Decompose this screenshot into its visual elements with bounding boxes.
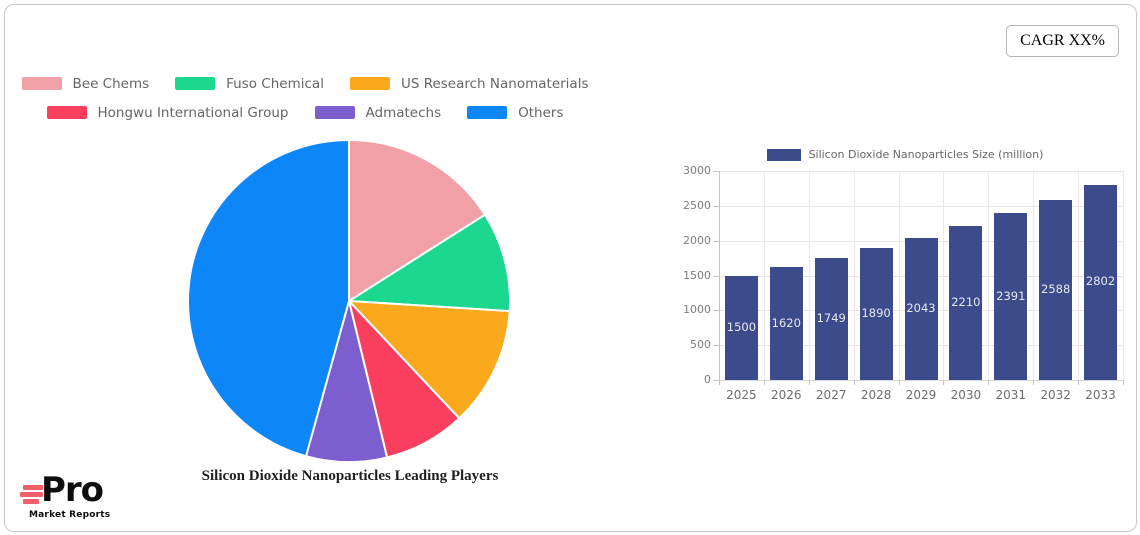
y-tick-mark: [713, 345, 719, 347]
x-axis-label: 2029: [905, 388, 937, 402]
legend-swatch-icon: [175, 77, 216, 90]
x-tick-mark: [943, 380, 945, 385]
logo-subtitle: Market Reports: [29, 510, 111, 520]
bar-2029[interactable]: [904, 237, 938, 380]
legend-item-us-research-nanomaterials[interactable]: US Research Nanomaterials: [349, 75, 589, 92]
y-tick-label: 500: [690, 338, 711, 352]
y-tick-label: 2000: [683, 233, 711, 247]
y-gridline: [719, 205, 1123, 207]
x-axis-label: 2033: [1085, 388, 1116, 402]
legend-swatch-icon: [46, 106, 87, 119]
bar-plot-area: 0 500 1000 1500 2000 2500 3000 1500 2025 1620 2026…: [683, 164, 1124, 402]
x-tick-mark: [763, 380, 765, 385]
logo-name: Pro: [41, 470, 104, 510]
y-tick-label: 2500: [683, 198, 711, 212]
x-axis-label: 2028: [860, 388, 892, 402]
bar-chart-legend[interactable]: Silicon Dioxide Nanoparticles Size (mill…: [703, 148, 1107, 161]
pie-slice-bee-chems[interactable]: [348, 139, 486, 302]
bar-2027[interactable]: [814, 258, 848, 380]
x-tick-mark: [853, 380, 855, 385]
legend-swatch-icon: [314, 106, 355, 119]
y-tick-mark: [713, 380, 719, 381]
y-tick-label: 1500: [683, 268, 711, 282]
legend-item-hongwu-international-group[interactable]: Hongwu International Group: [46, 104, 289, 121]
legend-item-others[interactable]: Others: [467, 105, 563, 121]
y-tick-mark: [713, 171, 719, 172]
x-tick-mark: [719, 380, 720, 385]
x-gridline: [1123, 171, 1124, 380]
bar-2031[interactable]: [994, 213, 1028, 380]
pie-chart-title: Silicon Dioxide Nanoparticles Leading Pl…: [201, 468, 499, 484]
pie-legend: Bee Chems Fuso Chemical US Research Nanoma…: [5, 75, 605, 133]
x-gridline: [1033, 171, 1035, 380]
x-tick-mark: [1078, 380, 1080, 385]
pie-legend-row: Hongwu International Group Admatechs Other…: [5, 104, 605, 121]
bar-2028[interactable]: [859, 248, 893, 380]
y-tick-mark: [713, 240, 719, 242]
y-tick-label: 0: [704, 373, 711, 386]
x-axis-label: 2027: [815, 388, 847, 402]
y-axis-line: [719, 171, 720, 380]
legend-item-label: Fuso Chemical: [226, 75, 324, 92]
x-tick-mark: [1123, 380, 1124, 385]
pie-slice-others[interactable]: [187, 139, 350, 458]
bar-legend-swatch-icon: [766, 148, 801, 161]
legend-swatch-icon: [467, 106, 508, 119]
cagr-badge[interactable]: CAGR XX%: [1006, 25, 1119, 57]
pie-chart[interactable]: [186, 138, 512, 464]
x-gridline: [1078, 171, 1080, 380]
bar-2032[interactable]: [1039, 199, 1073, 380]
pie-slice-fuso-chemical[interactable]: [348, 213, 511, 313]
pro-market-reports-logo: Pro Market Reports: [20, 473, 140, 529]
bar-legend-label: Silicon Dioxide Nanoparticles Size (mill…: [808, 148, 1044, 161]
bar-2033[interactable]: [1084, 184, 1118, 380]
x-gridline: [853, 171, 855, 380]
y-tick-label: 1000: [683, 303, 711, 317]
y-tick-mark: [713, 275, 719, 277]
x-gridline: [763, 171, 765, 380]
x-tick-mark: [1033, 380, 1035, 385]
x-axis-label: 2030: [950, 388, 982, 402]
bar-2030[interactable]: [949, 226, 983, 380]
legend-item-bee-chems[interactable]: Bee Chems: [21, 75, 150, 92]
x-gridline: [988, 171, 990, 380]
legend-item-fuso-chemical[interactable]: Fuso Chemical: [175, 76, 324, 92]
bar-2025[interactable]: [724, 275, 758, 380]
report-card: CAGR XX% Bee Chems Fuso Chemical US Resear…: [4, 4, 1137, 532]
legend-item-label: Admatechs: [365, 104, 442, 121]
x-axis-label: 2032: [1040, 388, 1071, 402]
legend-item-admatechs[interactable]: Admatechs: [314, 104, 442, 121]
x-axis-label: 2025: [726, 388, 757, 402]
y-tick-mark: [713, 205, 719, 207]
y-gridline: [719, 380, 1123, 381]
pie-legend-row: Bee Chems Fuso Chemical US Research Nanoma…: [5, 75, 605, 92]
pie-slice-us-research-nanomaterials[interactable]: [348, 300, 511, 420]
x-tick-mark: [808, 380, 810, 385]
x-gridline: [898, 171, 900, 380]
bar-2026[interactable]: [769, 267, 803, 380]
legend-item-label: Others: [518, 104, 564, 121]
x-axis-label: 2031: [995, 388, 1027, 402]
x-gridline: [943, 171, 945, 380]
legend-item-label: Hongwu International Group: [97, 104, 289, 121]
legend-swatch-icon: [21, 77, 62, 90]
x-tick-mark: [898, 380, 900, 385]
legend-item-label: Bee Chems: [72, 75, 150, 92]
y-tick-label: 3000: [683, 164, 711, 177]
x-axis-label: 2026: [771, 388, 802, 402]
x-tick-mark: [988, 380, 990, 385]
y-tick-mark: [713, 310, 719, 312]
legend-item-label: US Research Nanomaterials: [400, 75, 589, 92]
legend-swatch-icon: [349, 77, 390, 90]
y-gridline: [719, 171, 1123, 172]
x-gridline: [808, 171, 810, 380]
